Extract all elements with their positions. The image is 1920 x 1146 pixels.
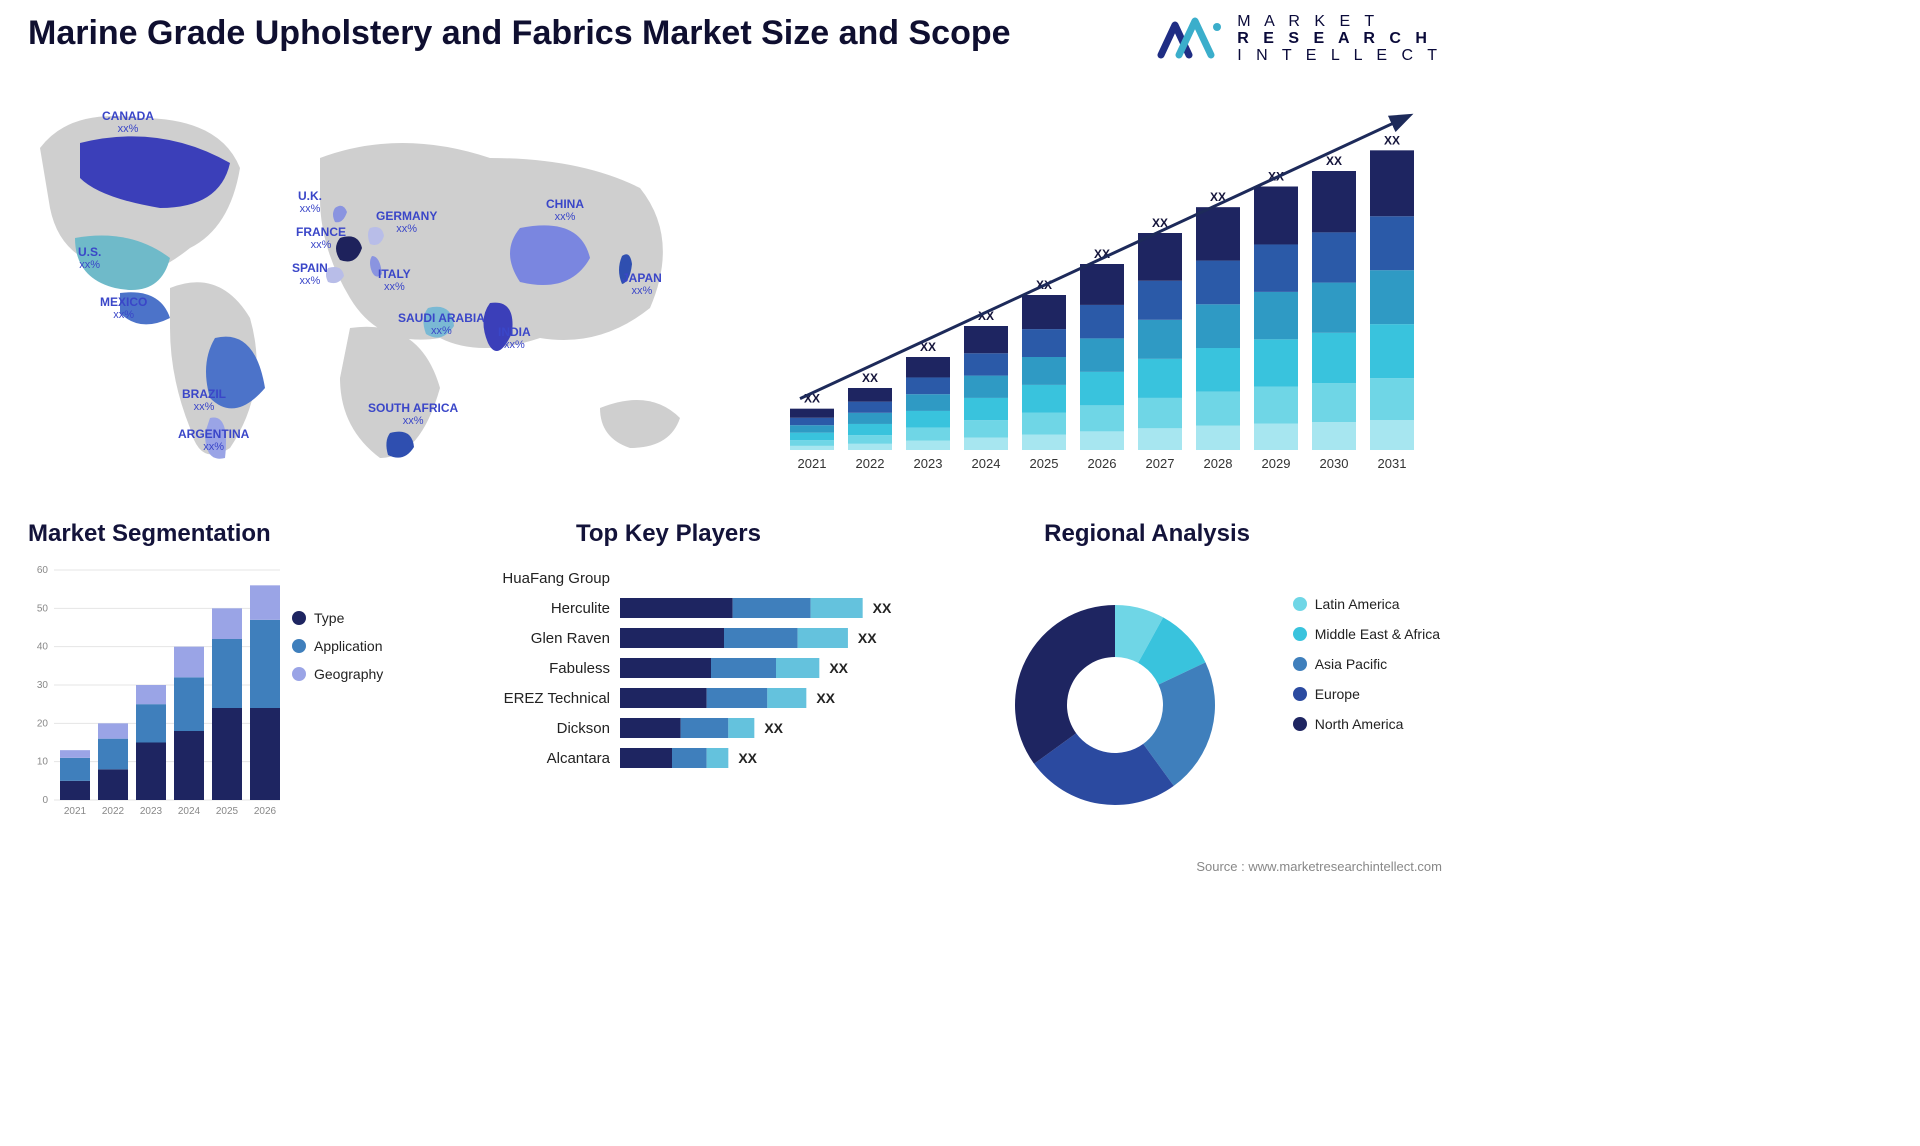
svg-text:2024: 2024 [972,456,1001,471]
svg-text:60: 60 [37,565,49,576]
svg-text:XX: XX [764,720,783,736]
map-label: MEXICOxx% [100,296,147,321]
svg-text:Dickson: Dickson [557,720,610,737]
key-players-chart-svg: HuaFang Group Herculite XX Glen Raven XX Fabu… [480,558,970,848]
map-label: CANADAxx% [102,110,154,135]
regional-block: Latin America Middle East & Africa Asia Pa… [990,558,1440,848]
svg-text:HuaFang Group: HuaFang Group [502,570,610,587]
legend-item: Application [292,638,383,654]
segmentation-chart-svg: 0 10 20 30 40 50 60 2021 2022 2023 2024 2025 2026 [24,560,284,830]
regional-donut-svg [990,580,1240,830]
source-line: Source : www.marketresearchintellect.com [1196,859,1442,874]
page-title: Marine Grade Upholstery and Fabrics Mark… [28,14,1011,53]
svg-text:XX: XX [829,660,848,676]
map-label: U.S.xx% [78,246,101,271]
legend-item: Geography [292,666,383,682]
key-players-heading: Top Key Players [576,520,761,548]
svg-text:2026: 2026 [1088,456,1117,471]
svg-text:2031: 2031 [1378,456,1407,471]
map-label: CHINAxx% [546,198,584,223]
svg-text:XX: XX [858,630,877,646]
svg-text:2022: 2022 [856,456,885,471]
svg-text:2025: 2025 [1030,456,1059,471]
svg-text:XX: XX [816,690,835,706]
svg-text:2027: 2027 [1146,456,1175,471]
svg-text:2021: 2021 [64,806,87,817]
svg-text:Fabuless: Fabuless [549,660,610,677]
svg-text:XX: XX [1326,154,1342,168]
svg-text:XX: XX [1384,133,1400,147]
logo-line-3: I N T E L L E C T [1237,48,1442,65]
svg-text:2030: 2030 [1320,456,1349,471]
svg-text:2021: 2021 [798,456,827,471]
svg-text:XX: XX [862,371,878,385]
svg-text:Herculite: Herculite [551,600,610,617]
map-label: SAUDI ARABIAxx% [398,312,485,337]
regional-legend: Latin America Middle East & Africa Asia Pa… [1293,596,1440,746]
svg-text:Alcantara: Alcantara [547,750,611,767]
map-label: ARGENTINAxx% [178,428,249,453]
segmentation-heading: Market Segmentation [28,520,271,548]
regional-heading: Regional Analysis [1044,520,1250,548]
svg-text:Glen Raven: Glen Raven [531,630,610,647]
map-label: GERMANYxx% [376,210,437,235]
map-label: SPAINxx% [292,262,328,287]
svg-text:2028: 2028 [1204,456,1233,471]
svg-text:2022: 2022 [102,806,125,817]
legend-item: Latin America [1293,596,1440,612]
market-size-chart: XX2021XX2022XX2023XX2024XX2025XX2026XX20… [780,100,1440,480]
segmentation-legend: Type Application Geography [292,610,383,694]
legend-item: North America [1293,716,1440,732]
legend-item: Middle East & Africa [1293,626,1440,642]
map-label: SOUTH AFRICAxx% [368,402,458,427]
map-label: BRAZILxx% [182,388,226,413]
logo-text: M A R K E T R E S E A R C H I N T E L L … [1237,14,1442,64]
svg-text:XX: XX [873,600,892,616]
legend-item: Europe [1293,686,1440,702]
market-size-chart-svg: XX2021XX2022XX2023XX2024XX2025XX2026XX20… [780,100,1440,480]
map-label: ITALYxx% [378,268,411,293]
svg-text:2026: 2026 [254,806,277,817]
svg-text:20: 20 [37,718,49,729]
map-label: INDIAxx% [498,326,531,351]
map-label: JAPANxx% [622,272,662,297]
key-players-block: HuaFang Group Herculite XX Glen Raven XX Fabu… [480,558,970,848]
svg-text:2024: 2024 [178,806,201,817]
svg-text:EREZ Technical: EREZ Technical [504,690,610,707]
svg-text:2023: 2023 [914,456,943,471]
svg-text:10: 10 [37,757,49,768]
logo-line-1: M A R K E T [1237,14,1442,31]
svg-text:50: 50 [37,603,49,614]
world-map-block: CANADAxx% U.S.xx% MEXICOxx% BRAZILxx% ARGENT… [20,78,740,488]
svg-text:2025: 2025 [216,806,239,817]
svg-text:40: 40 [37,642,49,653]
svg-text:2023: 2023 [140,806,163,817]
svg-text:30: 30 [37,680,49,691]
svg-text:XX: XX [738,750,757,766]
svg-text:2029: 2029 [1262,456,1291,471]
logo-line-2: R E S E A R C H [1237,31,1442,48]
segmentation-block: 0 10 20 30 40 50 60 2021 2022 2023 2024 2025 2026 Ty… [24,560,454,850]
logo-icon [1157,15,1227,63]
legend-item: Type [292,610,383,626]
map-label: U.K.xx% [298,190,322,215]
svg-text:0: 0 [42,795,48,806]
map-label: FRANCExx% [296,226,346,251]
legend-item: Asia Pacific [1293,656,1440,672]
brand-logo: M A R K E T R E S E A R C H I N T E L L … [1157,14,1442,64]
